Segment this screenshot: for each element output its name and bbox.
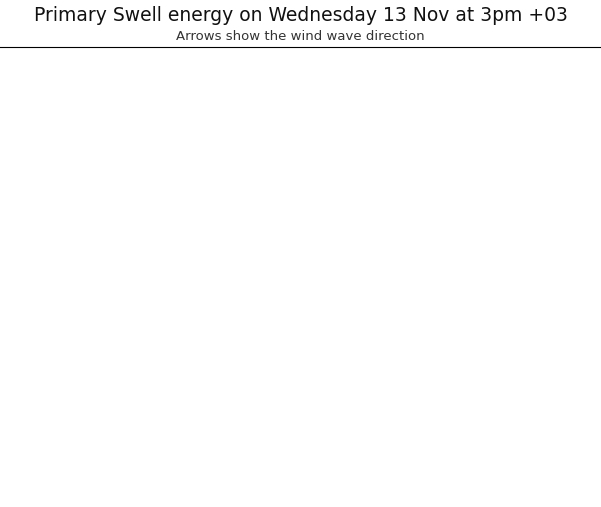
Text: Primary Swell energy on Wednesday 13 Nov at 3pm +03: Primary Swell energy on Wednesday 13 Nov… — [34, 6, 567, 24]
Text: Arrows show the wind wave direction: Arrows show the wind wave direction — [176, 30, 425, 43]
